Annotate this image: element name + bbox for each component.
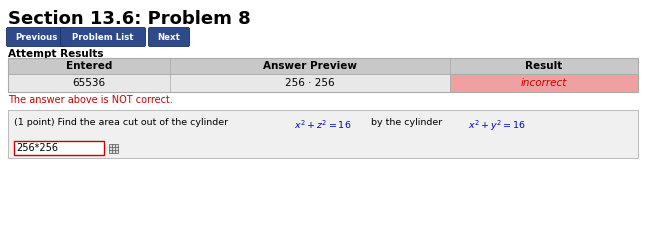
Text: (1 point) Find the area cut out of the cylinder: (1 point) Find the area cut out of the c… — [14, 118, 231, 127]
Text: $x^2 + y^2 = 16$: $x^2 + y^2 = 16$ — [468, 118, 526, 133]
Bar — [109, 144, 118, 153]
Text: Answer Preview: Answer Preview — [263, 61, 357, 71]
Text: Entered: Entered — [66, 61, 112, 71]
Text: 65536: 65536 — [72, 78, 105, 88]
Bar — [14, 141, 104, 155]
FancyBboxPatch shape — [149, 27, 189, 47]
Text: incorrect: incorrect — [521, 78, 567, 88]
Text: Next: Next — [158, 32, 180, 42]
Text: Result: Result — [525, 61, 563, 71]
Bar — [8, 110, 638, 158]
Bar — [8, 58, 638, 74]
Text: Attempt Results: Attempt Results — [8, 49, 103, 59]
Bar — [8, 74, 638, 92]
Bar — [8, 58, 638, 92]
Text: by the cylinder: by the cylinder — [368, 118, 446, 127]
Text: 256*256: 256*256 — [16, 143, 58, 153]
Text: The answer above is NOT correct.: The answer above is NOT correct. — [8, 95, 173, 105]
Bar — [450, 74, 638, 92]
FancyBboxPatch shape — [6, 27, 65, 47]
Text: Section 13.6: Problem 8: Section 13.6: Problem 8 — [8, 10, 251, 28]
Text: Previous: Previous — [15, 32, 57, 42]
Text: $x^2 + z^2 = 16$: $x^2 + z^2 = 16$ — [294, 118, 351, 131]
Text: 256 · 256: 256 · 256 — [285, 78, 335, 88]
Text: Problem List: Problem List — [72, 32, 134, 42]
FancyBboxPatch shape — [61, 27, 145, 47]
